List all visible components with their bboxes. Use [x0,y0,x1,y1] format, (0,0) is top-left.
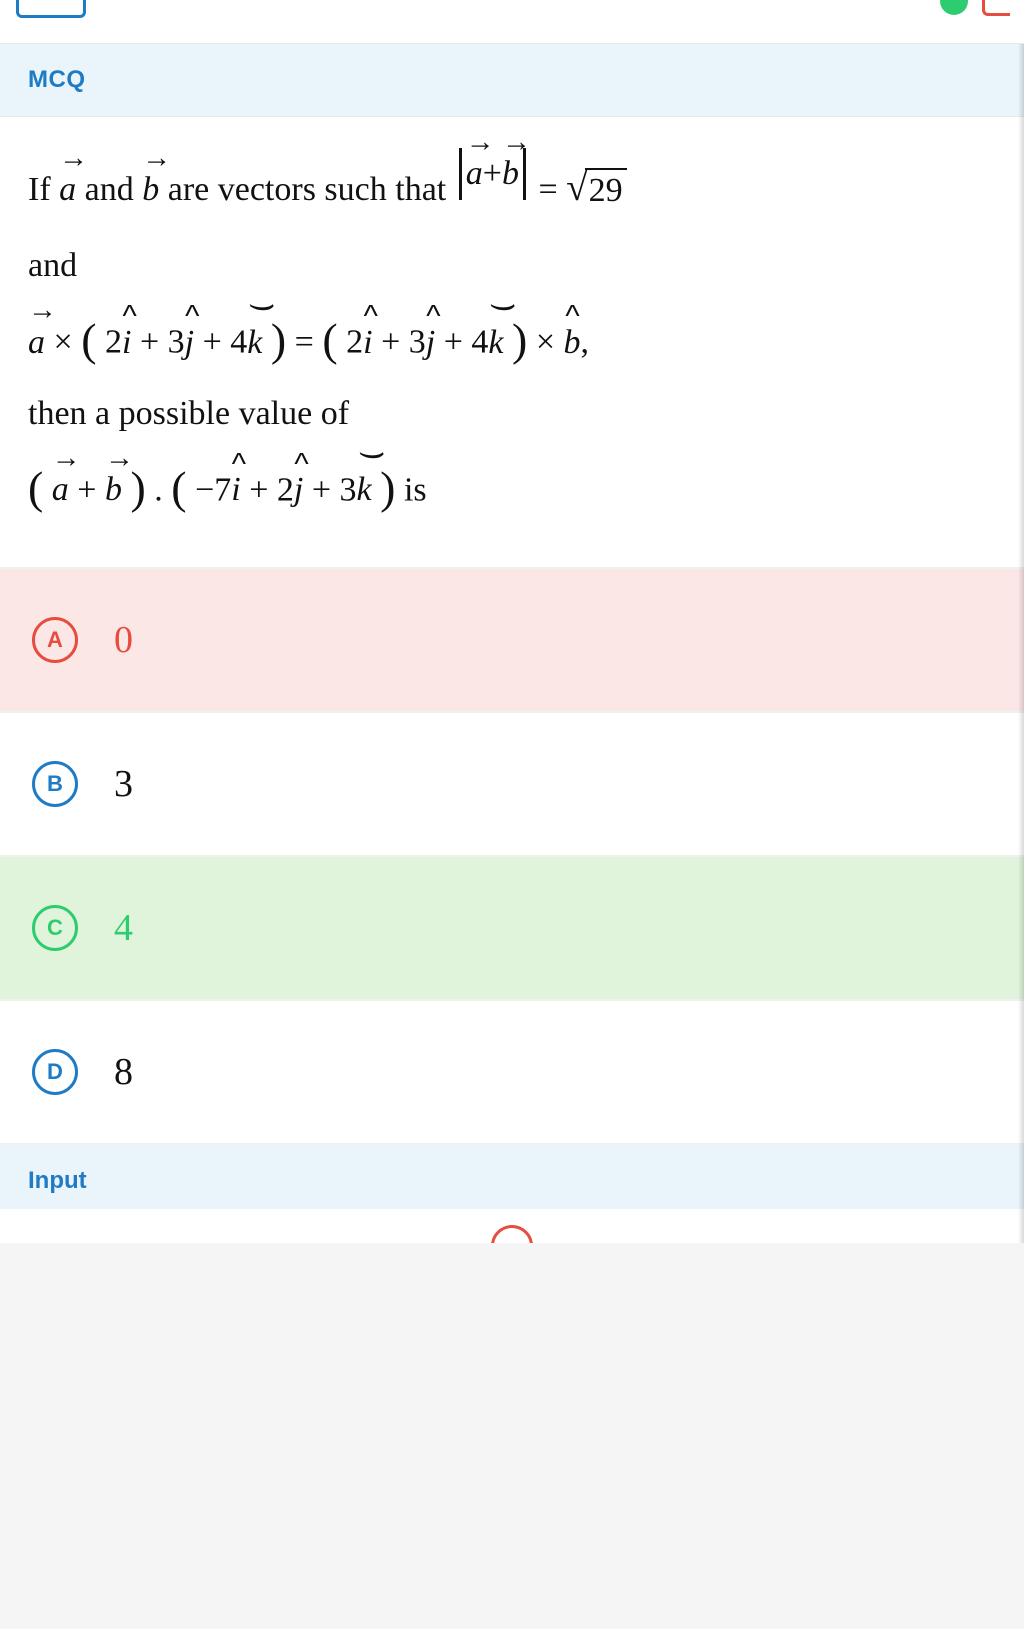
unit-i: i [363,314,372,372]
text: . [154,471,171,508]
question-line-1: If a and b are vectors such that a + b =… [28,145,996,219]
text: 2 [346,324,363,361]
option-b[interactable]: B 3 [0,711,1024,855]
vector-b: b [105,461,122,519]
partial-circle-icon [491,1225,533,1243]
status-circle-icon[interactable] [940,0,968,15]
unit-i: i [231,461,240,519]
top-bar [0,0,1024,44]
unit-k: k [357,461,372,519]
option-value-c: 4 [114,906,133,950]
text: 2 [105,324,122,361]
option-letter-b: B [32,761,78,807]
text: is [404,471,427,508]
input-section: Input [0,1143,1024,1209]
option-d[interactable]: D 8 [0,999,1024,1143]
option-letter-c: C [32,905,78,951]
red-corner-icon[interactable] [982,0,1010,16]
text: = [538,171,566,208]
text: + 2 [249,471,294,508]
text: + 3 [312,471,357,508]
text: are vectors such that [168,171,455,208]
question-line-4: then a possible value of [28,385,996,443]
options-list: A 0 B 3 C 4 D 8 [0,567,1024,1143]
text: + 3 [140,324,185,361]
question-type-bar: MCQ [0,44,1024,117]
text: + [77,471,105,508]
option-letter-a: A [32,617,78,663]
sqrt-expression: √ 29 [566,168,626,212]
abs-expression: a + b [455,145,530,203]
option-c[interactable]: C 4 [0,855,1024,999]
text: + 3 [381,324,426,361]
unit-k: k [488,314,503,372]
question-body: If a and b are vectors such that a + b =… [0,117,1024,567]
paren-open: ( [81,314,96,365]
question-line-3: a × ( 2i + 3j + 4k ) = ( 2i + 3j + 4k ) … [28,301,996,379]
vector-a: a [52,461,69,519]
vector-a: a [59,161,76,219]
question-type-label: MCQ [28,66,86,93]
option-letter-d: D [32,1049,78,1095]
sqrt-value: 29 [585,168,627,212]
paren-close: ) [512,314,527,365]
question-line-2: and [28,237,996,295]
text: × [54,324,82,361]
text: If [28,171,59,208]
bottom-trail [0,1209,1024,1243]
text: then a possible value of [28,395,349,432]
unit-j: j [294,461,303,519]
text: and [85,171,143,208]
option-value-d: 8 [114,1050,133,1094]
paren-open: ( [28,462,43,513]
abs-bar-left [459,148,462,201]
question-line-5: ( a + b ) . ( −7i + 2j + 3k ) is [28,449,996,527]
vector-a: a [28,314,45,372]
text: + 4 [444,324,489,361]
vector-b-hat: b [564,314,581,372]
text: and [28,247,77,284]
text: −7 [195,471,231,508]
option-value-b: 3 [114,762,133,806]
unit-j: j [426,314,435,372]
input-label: Input [28,1167,87,1194]
app-root: MCQ If a and b are vectors such that a +… [0,0,1024,1243]
unit-i: i [122,314,131,372]
text: × [536,324,564,361]
vector-a: a [466,145,483,203]
unit-j: j [185,314,194,372]
top-right-icons [940,2,1008,16]
text: = [295,324,323,361]
text: , [581,324,590,361]
vector-b: b [142,161,159,219]
option-a[interactable]: A 0 [0,567,1024,711]
paren-open: ( [322,314,337,365]
option-value-a: 0 [114,618,133,662]
paren-open: ( [171,462,186,513]
vector-b: b [502,145,519,203]
unit-k: k [247,314,262,372]
text: + 4 [203,324,248,361]
paren-close: ) [271,314,286,365]
top-left-partial-button[interactable] [16,0,86,18]
